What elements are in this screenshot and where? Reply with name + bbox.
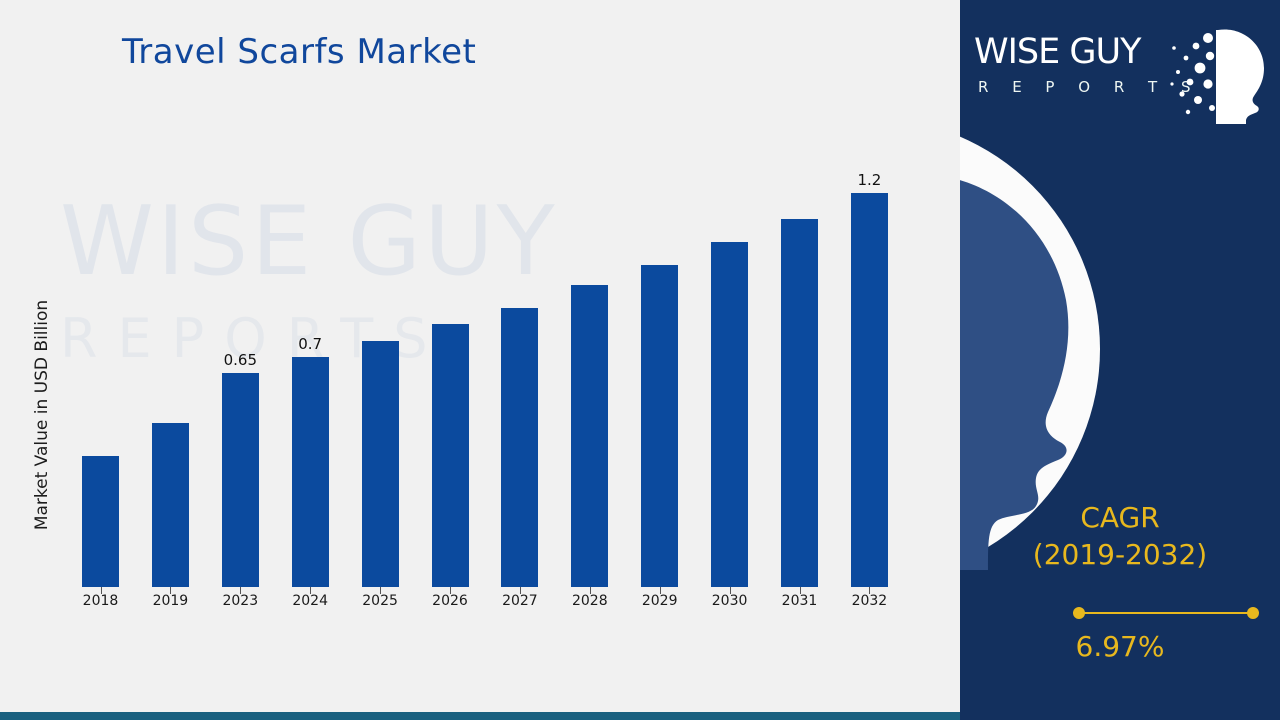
x-axis-label-2025: 2025 <box>362 593 398 609</box>
bar-2032 <box>850 192 888 587</box>
x-axis-label-2031: 2031 <box>781 593 818 609</box>
x-axis-label-2018: 2018 <box>82 593 119 609</box>
x-tick-2025 <box>380 587 382 594</box>
logo-wordmark: WISE GUY <box>974 32 1142 72</box>
x-tick-2028 <box>589 587 591 594</box>
x-axis-label-2030: 2030 <box>711 593 748 609</box>
page-title: Travel Scarfs Market <box>122 32 477 72</box>
x-tick-2031 <box>799 587 801 594</box>
bar-2029 <box>641 265 679 587</box>
x-tick-2019 <box>170 587 172 594</box>
bar-2031 <box>781 219 818 587</box>
bottom-accent-strip <box>0 712 960 720</box>
bar-2028 <box>571 284 609 587</box>
bar-value-label-2023: 0.65 <box>223 351 257 370</box>
cagr-divider-dot-left <box>1073 607 1085 619</box>
cagr-block: CAGR (2019-2032) <box>960 500 1280 574</box>
brain-dots-pattern <box>960 150 1010 550</box>
bar-2026 <box>431 324 469 587</box>
x-axis-label-2026: 2026 <box>432 593 468 609</box>
x-axis-label-2024: 2024 <box>292 593 328 609</box>
bar-2030 <box>711 242 749 587</box>
head-silhouette-icon <box>960 180 1069 570</box>
logo-subtitle: R E P O R T S <box>978 78 1200 96</box>
bar-chart-plot <box>60 150 940 587</box>
bar-2025 <box>361 340 399 587</box>
bar-2023 <box>221 373 259 587</box>
x-tick-2032 <box>869 587 871 594</box>
bar-value-label-2024: 0.7 <box>298 335 323 353</box>
y-axis-label: Market Value in USD Billion <box>32 299 52 531</box>
bar-2024 <box>291 357 329 587</box>
logo-dotted-head-icon <box>1170 29 1264 124</box>
x-tick-2026 <box>450 587 451 594</box>
x-tick-2023 <box>240 587 242 594</box>
brand-panel: WISE GUY R E P O R T S CAGR (2019-2032) <box>960 0 1280 720</box>
x-tick-2029 <box>659 587 661 594</box>
x-axis-label-2027: 2027 <box>502 593 538 609</box>
x-axis-label-2019: 2019 <box>152 593 189 609</box>
x-tick-2018 <box>100 587 102 594</box>
bar-2019 <box>151 422 189 587</box>
x-tick-2027 <box>519 587 521 594</box>
cagr-title: CAGR <box>1080 501 1160 534</box>
cagr-value: 6.97% <box>1075 630 1165 663</box>
bar-2018 <box>82 455 119 587</box>
x-axis-label-2023: 2023 <box>222 593 259 609</box>
x-axis-label-2028: 2028 <box>571 593 608 609</box>
cagr-period: (2019-2032) <box>1032 537 1208 571</box>
x-tick-2024 <box>310 587 312 594</box>
x-axis-label-2029: 2029 <box>641 593 678 609</box>
cagr-divider-dot-right <box>1247 607 1259 619</box>
bar-value-label-2032: 1.2 <box>857 170 882 189</box>
bar-2027 <box>501 307 539 587</box>
cagr-divider <box>1078 612 1254 614</box>
brand-logo: WISE GUY R E P O R T S <box>968 28 1268 124</box>
x-axis-label-2032: 2032 <box>851 593 888 609</box>
x-tick-2030 <box>729 587 731 594</box>
